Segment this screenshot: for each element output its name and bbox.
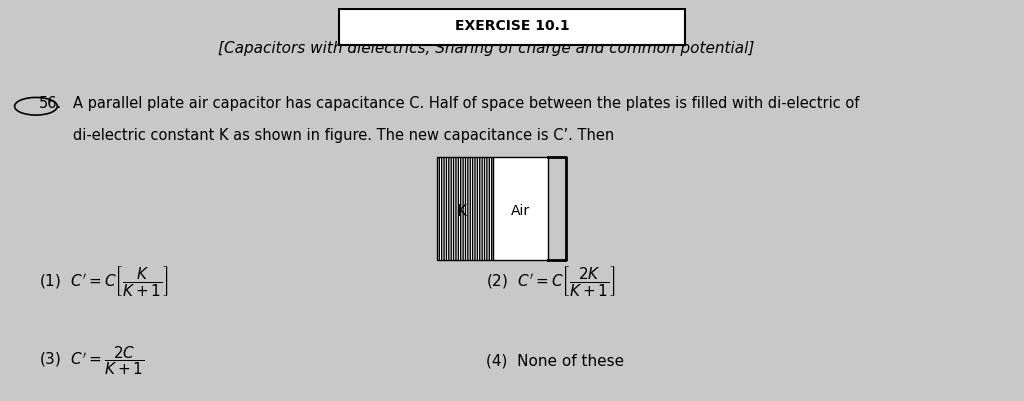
Text: EXERCISE 10.1: EXERCISE 10.1 — [455, 19, 569, 33]
Text: A parallel plate air capacitor has capacitance C. Half of space between the plat: A parallel plate air capacitor has capac… — [73, 96, 859, 111]
FancyBboxPatch shape — [339, 9, 685, 45]
Text: di-electric constant K as shown in figure. The new capacitance is C’. Then: di-electric constant K as shown in figur… — [73, 128, 614, 143]
Text: K: K — [457, 204, 466, 219]
Text: 56.: 56. — [39, 96, 62, 111]
Text: (2)  $C' = C\left[\dfrac{2K}{K+1}\right]$: (2) $C' = C\left[\dfrac{2K}{K+1}\right]$ — [485, 264, 615, 298]
Text: (1)  $C' = C\left[\dfrac{K}{K+1}\right]$: (1) $C' = C\left[\dfrac{K}{K+1}\right]$ — [39, 264, 169, 298]
Text: [Capacitors with dielectrics, Sharing of charge and common potential]: [Capacitors with dielectrics, Sharing of… — [218, 41, 754, 56]
Text: (4)  None of these: (4) None of these — [485, 353, 624, 369]
Bar — [493, 157, 548, 260]
Text: Air: Air — [511, 204, 529, 218]
Bar — [437, 157, 493, 260]
Text: (3)  $C' = \dfrac{2C}{K+1}$: (3) $C' = \dfrac{2C}{K+1}$ — [39, 344, 144, 377]
